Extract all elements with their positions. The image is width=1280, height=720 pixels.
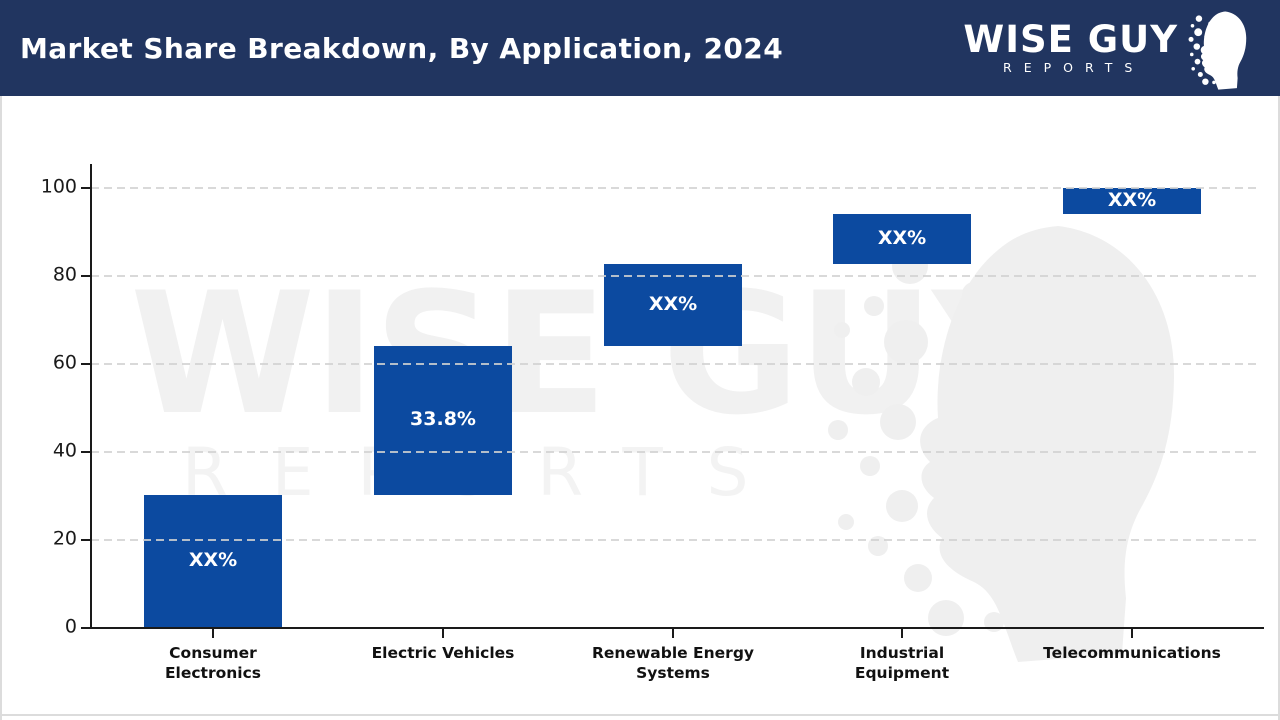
- bar-3: [604, 263, 742, 346]
- bar-1: [144, 495, 282, 627]
- logo-subtitle: REPORTS: [1003, 60, 1145, 76]
- bottom-divider: [2, 714, 1278, 716]
- category-label-5: Telecommunications: [1043, 644, 1221, 662]
- x-axis: [90, 627, 1264, 629]
- x-tick: [672, 629, 674, 638]
- x-tick: [212, 629, 214, 638]
- x-tick: [442, 629, 444, 638]
- wise-guy-reports-logo: WISE GUY REPORTS: [963, 5, 1258, 91]
- y-tick-label: 60: [52, 351, 77, 374]
- bar-value-label: XX%: [188, 549, 238, 571]
- gridline: [91, 363, 1258, 365]
- bar-value-label: XX%: [1107, 188, 1157, 211]
- waterfall-chart: 0 20 40 60 80 100 XX% 33.8% XX% XX% XX% Consumer El…: [2, 96, 1278, 720]
- bar-2: [374, 345, 512, 495]
- y-axis: [90, 164, 92, 629]
- gridline: [91, 187, 1258, 189]
- gridline: [91, 539, 1258, 541]
- chart-area: WISE GUY REPORTS 020406080100XX%33.8%XX%…: [0, 96, 1280, 720]
- y-tick: [81, 627, 90, 629]
- y-tick-label: 40: [52, 439, 77, 462]
- y-tick-label: 80: [52, 263, 77, 286]
- logo-text: WISE GUY REPORTS: [963, 21, 1178, 75]
- bar-value-label: XX%: [648, 292, 698, 315]
- gridline: [91, 275, 1258, 277]
- y-tick: [81, 363, 90, 365]
- logo-wordmark: WISE GUY: [963, 18, 1178, 62]
- category-label-4: Industrial Equipment: [854, 644, 950, 682]
- category-label-3: Renewable Energy Systems: [591, 644, 755, 682]
- category-label-1: Consumer Electronics: [164, 644, 262, 682]
- category-label-2: Electric Vehicles: [371, 644, 515, 662]
- gridline: [91, 451, 1258, 453]
- y-tick: [81, 539, 90, 541]
- y-tick: [81, 275, 90, 277]
- bar-value-label: 33.8%: [410, 408, 476, 431]
- page-title: Market Share Breakdown, By Application, …: [20, 31, 784, 65]
- y-tick-label: 20: [52, 527, 77, 550]
- x-tick: [901, 629, 903, 638]
- bar-value-label: XX%: [877, 226, 927, 249]
- y-tick: [81, 451, 90, 453]
- bar-5: [1063, 187, 1201, 214]
- header-band: Market Share Breakdown, By Application, …: [0, 0, 1280, 96]
- logo-head-icon: [1188, 11, 1247, 90]
- y-tick: [81, 187, 90, 189]
- x-tick: [1131, 629, 1133, 638]
- y-tick-label: 100: [40, 175, 77, 198]
- y-tick-label: 0: [64, 615, 77, 638]
